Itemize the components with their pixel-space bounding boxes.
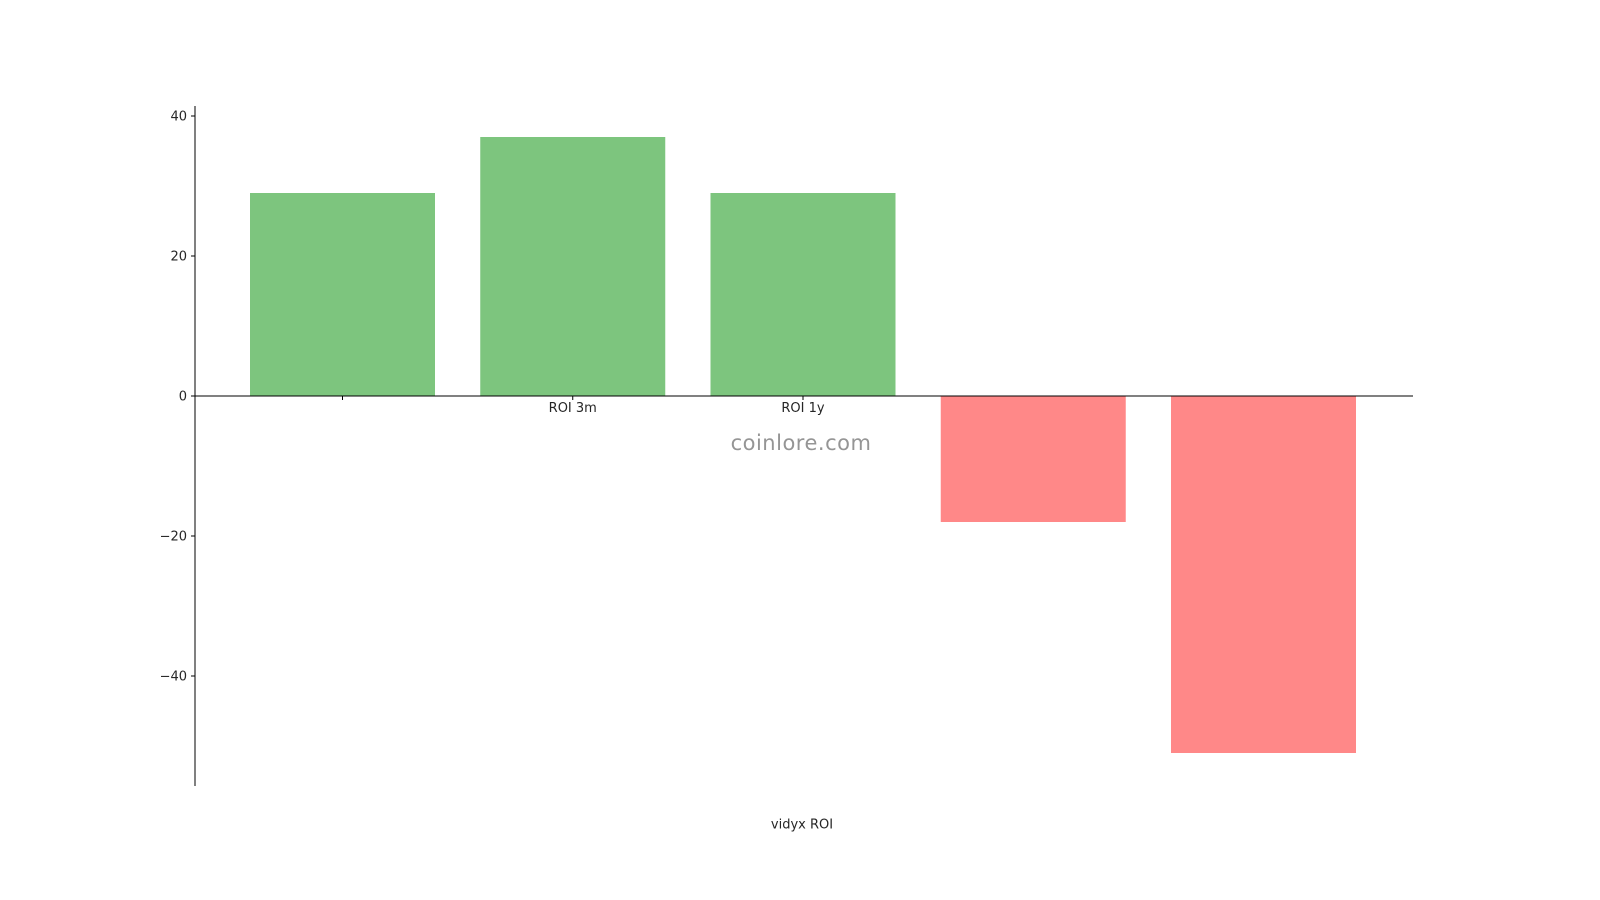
bar-5 bbox=[1171, 396, 1356, 753]
bar-3 bbox=[710, 193, 896, 396]
y-tick-label: 40 bbox=[170, 110, 187, 125]
x-tick-label: ROI 3m bbox=[549, 401, 597, 416]
x-axis-title: vidyx ROI bbox=[770, 817, 834, 833]
x-tick-label: ROI 1y bbox=[781, 401, 825, 416]
watermark-text: coinlore.com bbox=[730, 431, 872, 455]
y-tick-label: 20 bbox=[170, 250, 187, 265]
y-tick-label: 0 bbox=[179, 390, 187, 405]
bar-1 bbox=[250, 193, 435, 396]
y-tick-label: −40 bbox=[160, 670, 187, 685]
bar-2 bbox=[480, 137, 666, 396]
y-tick-label: −20 bbox=[160, 530, 187, 545]
bar-4 bbox=[940, 396, 1126, 522]
